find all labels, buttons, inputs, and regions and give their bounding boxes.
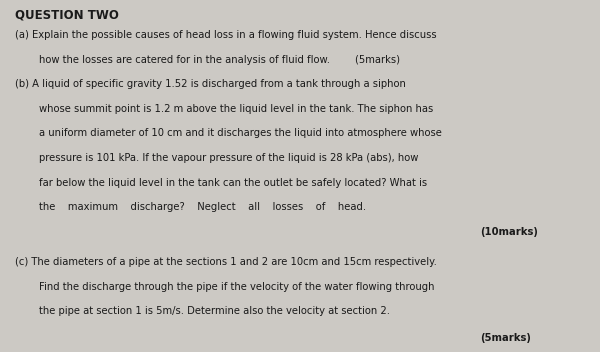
Text: (b) A liquid of specific gravity 1.52 is discharged from a tank through a siphon: (b) A liquid of specific gravity 1.52 is… [15,79,406,89]
Text: Find the discharge through the pipe if the velocity of the water flowing through: Find the discharge through the pipe if t… [39,282,434,291]
Text: a uniform diameter of 10 cm and it discharges the liquid into atmosphere whose: a uniform diameter of 10 cm and it disch… [39,128,442,138]
Text: the pipe at section 1 is 5m/s. Determine also the velocity at section 2.: the pipe at section 1 is 5m/s. Determine… [39,306,390,316]
Text: (10marks): (10marks) [480,227,538,237]
Text: (5marks): (5marks) [480,333,531,342]
Text: whose summit point is 1.2 m above the liquid level in the tank. The siphon has: whose summit point is 1.2 m above the li… [39,104,433,114]
Text: (a) Explain the possible causes of head loss in a flowing fluid system. Hence di: (a) Explain the possible causes of head … [15,30,437,40]
Text: QUESTION TWO: QUESTION TWO [15,9,119,22]
Text: pressure is 101 kPa. If the vapour pressure of the liquid is 28 kPa (abs), how: pressure is 101 kPa. If the vapour press… [39,153,418,163]
Text: (c) The diameters of a pipe at the sections 1 and 2 are 10cm and 15cm respective: (c) The diameters of a pipe at the secti… [15,257,437,267]
Text: far below the liquid level in the tank can the outlet be safely located? What is: far below the liquid level in the tank c… [39,178,427,188]
Text: the    maximum    discharge?    Neglect    all    losses    of    head.: the maximum discharge? Neglect all losse… [39,202,366,212]
Text: how the losses are catered for in the analysis of fluid flow.        (5marks): how the losses are catered for in the an… [39,55,400,64]
